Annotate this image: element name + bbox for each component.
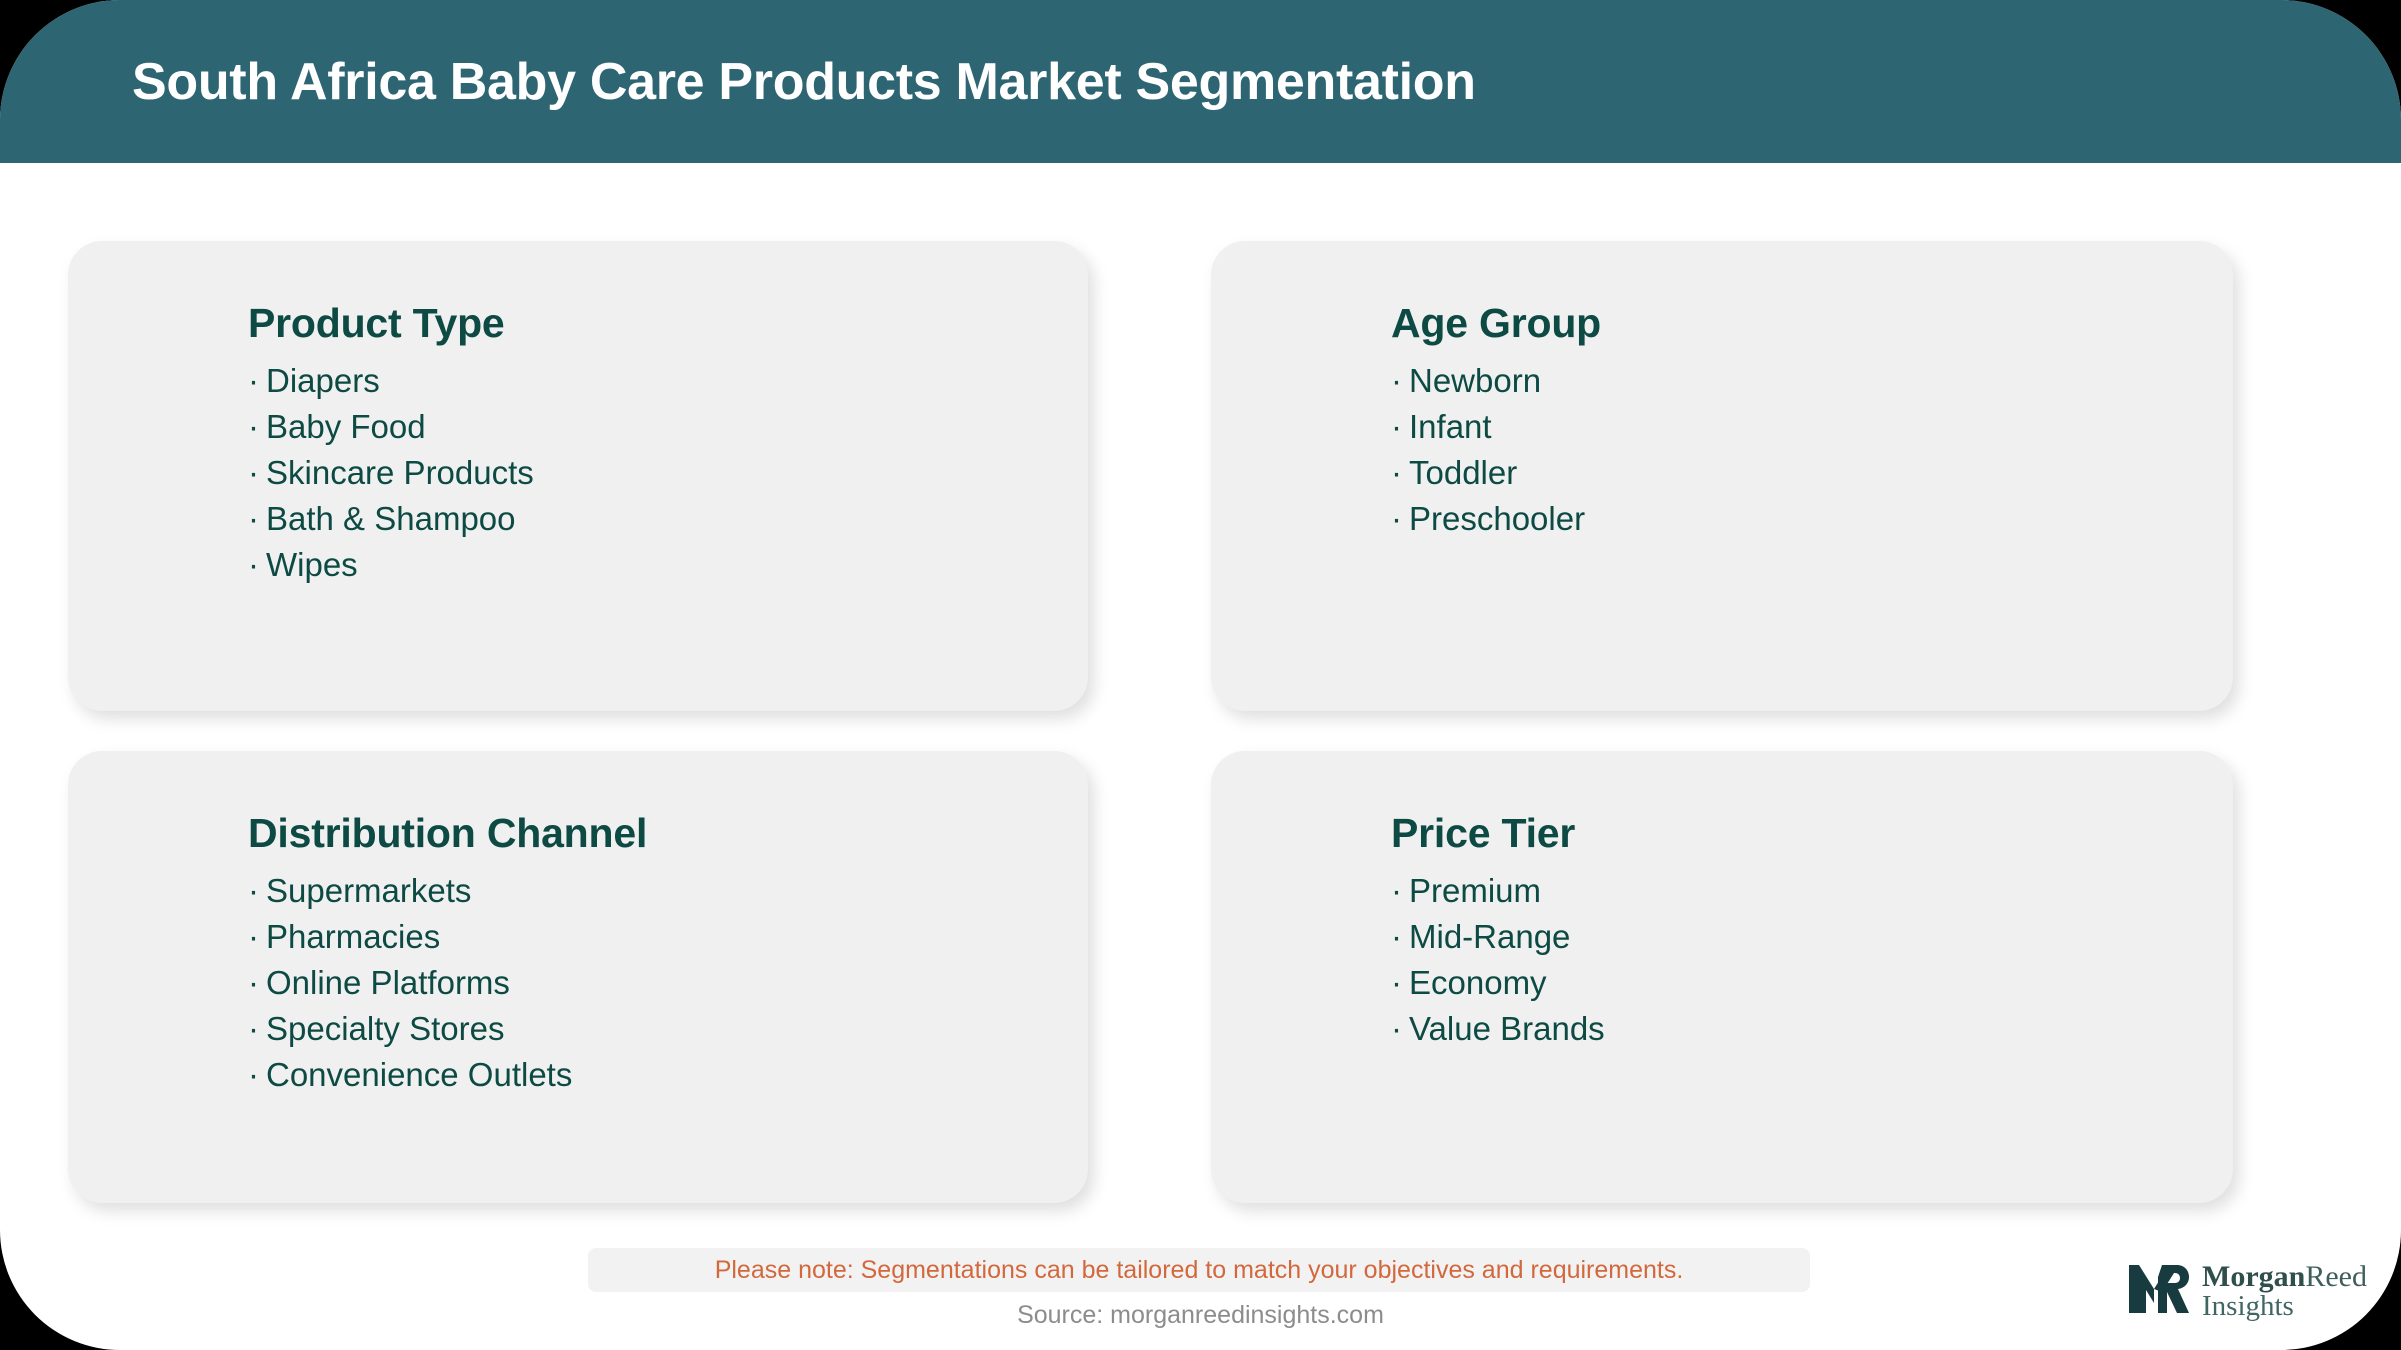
list-item-label: Newborn bbox=[1409, 362, 1542, 399]
bullet-icon: · bbox=[248, 362, 259, 399]
list-item-label: Convenience Outlets bbox=[266, 1056, 573, 1093]
list-item: · Bath & Shampoo bbox=[248, 496, 1088, 542]
list-item-label: Skincare Products bbox=[266, 454, 534, 491]
list-item: · Newborn bbox=[1391, 358, 2233, 404]
brand-logo: MorganReed Insights bbox=[2127, 1262, 2401, 1321]
list-item: · Specialty Stores bbox=[248, 1006, 1088, 1052]
header-bar: South Africa Baby Care Products Market S… bbox=[0, 0, 2401, 163]
list-item-label: Preschooler bbox=[1409, 500, 1586, 537]
list-item-label: Value Brands bbox=[1409, 1010, 1605, 1047]
list-item: · Toddler bbox=[1391, 450, 2233, 496]
logo-wordmark: MorganReed Insights bbox=[2202, 1262, 2401, 1321]
logo-name-light: Reed bbox=[2305, 1260, 2367, 1293]
bullet-icon: · bbox=[248, 454, 259, 491]
segmentation-card-product-type: Product Type · Diapers · Baby Food · Skinca… bbox=[68, 241, 1088, 711]
card-title: Product Type bbox=[248, 300, 505, 346]
page-title: South Africa Baby Care Products Market S… bbox=[132, 52, 1476, 111]
list-item: · Diapers bbox=[248, 358, 1088, 404]
logo-company-name: MorganReed bbox=[2202, 1260, 2367, 1293]
bullet-icon: · bbox=[248, 500, 259, 537]
list-item: · Premium bbox=[1391, 868, 2233, 914]
list-item-label: Premium bbox=[1409, 872, 1542, 909]
card-item-list: · Newborn · Infant · Toddler · Preschooler bbox=[1391, 358, 2233, 542]
card-title: Distribution Channel bbox=[248, 810, 648, 856]
list-item: · Economy bbox=[1391, 960, 2233, 1006]
bullet-icon: · bbox=[248, 1056, 259, 1093]
source-text: Source: morganreedinsights.com bbox=[1017, 1301, 1384, 1329]
list-item-label: Toddler bbox=[1409, 454, 1518, 491]
list-item: · Infant bbox=[1391, 404, 2233, 450]
card-item-list: · Supermarkets · Pharmacies · Online Platfo… bbox=[248, 868, 1088, 1098]
bullet-icon: · bbox=[1391, 500, 1402, 537]
bullet-icon: · bbox=[248, 408, 259, 445]
list-item-label: Online Platforms bbox=[266, 964, 510, 1001]
list-item-label: Mid-Range bbox=[1409, 918, 1571, 955]
bullet-icon: · bbox=[248, 872, 259, 909]
bullet-icon: · bbox=[1391, 1010, 1402, 1047]
bullet-icon: · bbox=[1391, 964, 1402, 1001]
segmentation-card-grid: Product Type · Diapers · Baby Food · Skinca… bbox=[0, 163, 2401, 1203]
bullet-icon: · bbox=[1391, 362, 1402, 399]
note-text: Please note: Segmentations can be tailor… bbox=[714, 1255, 1684, 1284]
list-item: · Supermarkets bbox=[248, 868, 1088, 914]
bullet-icon: · bbox=[248, 964, 259, 1001]
list-item-label: Bath & Shampoo bbox=[266, 500, 516, 537]
segmentation-card-distribution-channel: Distribution Channel · Supermarkets · Phar… bbox=[68, 751, 1088, 1203]
bullet-icon: · bbox=[1391, 872, 1402, 909]
card-item-list: · Premium · Mid-Range · Economy · Value Bran… bbox=[1391, 868, 2233, 1052]
segmentation-card-age-group: Age Group · Newborn · Infant · Toddler · Pre… bbox=[1211, 241, 2233, 711]
list-item-label: Infant bbox=[1409, 408, 1492, 445]
logo-subtitle: Insights bbox=[2202, 1290, 2294, 1322]
list-item-label: Specialty Stores bbox=[266, 1010, 505, 1047]
mr-monogram-icon bbox=[2127, 1263, 2189, 1320]
bullet-icon: · bbox=[248, 546, 259, 583]
footer: Please note: Segmentations can be tailor… bbox=[0, 1193, 2401, 1350]
list-item: · Mid-Range bbox=[1391, 914, 2233, 960]
bullet-icon: · bbox=[248, 918, 259, 955]
list-item: · Wipes bbox=[248, 542, 1088, 588]
card-item-list: · Diapers · Baby Food · Skincare Products ·… bbox=[248, 358, 1088, 588]
list-item-label: Baby Food bbox=[266, 408, 426, 445]
note-banner: Please note: Segmentations can be tailor… bbox=[588, 1248, 1810, 1292]
bullet-icon: · bbox=[1391, 454, 1402, 491]
list-item-label: Economy bbox=[1409, 964, 1547, 1001]
card-title: Price Tier bbox=[1391, 810, 1576, 856]
list-item: · Skincare Products bbox=[248, 450, 1088, 496]
list-item: · Preschooler bbox=[1391, 496, 2233, 542]
list-item: · Pharmacies bbox=[248, 914, 1088, 960]
bullet-icon: · bbox=[1391, 918, 1402, 955]
list-item: · Online Platforms bbox=[248, 960, 1088, 1006]
card-title: Age Group bbox=[1391, 300, 1602, 346]
logo-name-bold: Morgan bbox=[2202, 1260, 2306, 1293]
segmentation-card-price-tier: Price Tier · Premium · Mid-Range · Economy … bbox=[1211, 751, 2233, 1203]
list-item: · Value Brands bbox=[1391, 1006, 2233, 1052]
list-item-label: Wipes bbox=[266, 546, 358, 583]
list-item-label: Supermarkets bbox=[266, 872, 472, 909]
bullet-icon: · bbox=[1391, 408, 1402, 445]
list-item: · Convenience Outlets bbox=[248, 1052, 1088, 1098]
bullet-icon: · bbox=[248, 1010, 259, 1047]
list-item-label: Diapers bbox=[266, 362, 380, 399]
list-item: · Baby Food bbox=[248, 404, 1088, 450]
list-item-label: Pharmacies bbox=[266, 918, 441, 955]
